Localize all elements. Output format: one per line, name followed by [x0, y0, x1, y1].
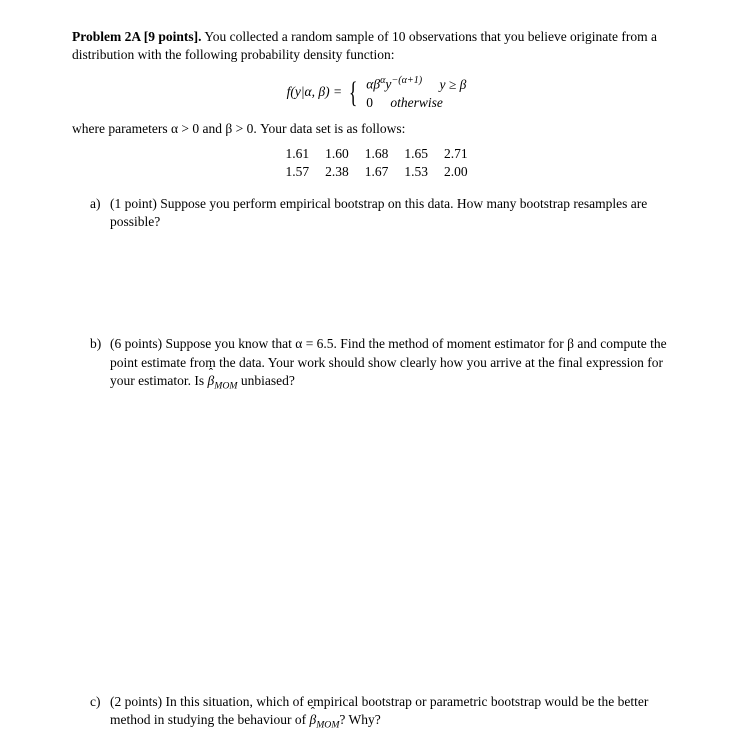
problem-title: Problem 2A [9 points].	[72, 29, 202, 44]
gap-after-a	[90, 243, 681, 335]
data-cell: 1.53	[396, 163, 436, 181]
pdf-definition: f(y|α, β) = { αβαy−(α+1) y ≥ β 0 otherwi…	[72, 74, 681, 112]
where-line: where parameters α > 0 and β > 0. Your d…	[72, 120, 681, 138]
part-c-text2: ? Why?	[339, 712, 380, 727]
brace-icon: {	[349, 78, 358, 108]
gap-after-b	[90, 405, 681, 693]
pdf-case-1: αβαy−(α+1) y ≥ β	[366, 74, 466, 94]
parts-list: a) (1 point) Suppose you perform empiric…	[90, 195, 681, 732]
part-c-points: (2 points)	[110, 694, 162, 709]
data-cell: 1.68	[357, 145, 397, 163]
part-b: b) (6 points) Suppose you know that α = …	[90, 335, 681, 392]
data-cell: 1.57	[277, 163, 317, 181]
beta-sub: MOM	[214, 381, 237, 392]
data-cell: 2.38	[317, 163, 357, 181]
part-b-text2: unbiased?	[237, 373, 294, 388]
data-table: 1.61 1.60 1.68 1.65 2.71 1.57 2.38 1.67 …	[72, 145, 681, 181]
data-cell: 1.67	[357, 163, 397, 181]
pdf-case2-cond: otherwise	[376, 95, 443, 110]
part-c: c) (2 points) In this situation, which o…	[90, 693, 681, 732]
pdf-case2-expr: 0	[366, 95, 373, 110]
part-c-body: (2 points) In this situation, which of e…	[110, 693, 681, 732]
pdf-case1-ab: αβ	[366, 77, 380, 92]
table-row: 1.57 2.38 1.67 1.53 2.00	[277, 163, 475, 181]
data-cell: 2.00	[436, 163, 476, 181]
data-cell: 1.61	[277, 145, 317, 163]
data-cell: 1.60	[317, 145, 357, 163]
part-a-label: a)	[90, 195, 110, 231]
part-b-body: (6 points) Suppose you know that α = 6.5…	[110, 335, 681, 392]
beta-hat-icon: β	[208, 372, 215, 390]
beta-sub: MOM	[316, 720, 339, 731]
pdf-cases: αβαy−(α+1) y ≥ β 0 otherwise	[366, 74, 466, 112]
part-a-text: Suppose you perform empirical bootstrap …	[110, 196, 647, 229]
part-a-points: (1 point)	[110, 196, 157, 211]
pdf-case-2: 0 otherwise	[366, 94, 466, 112]
part-c-label: c)	[90, 693, 110, 732]
pdf-case1-cond: y ≥ β	[426, 77, 467, 92]
part-a: a) (1 point) Suppose you perform empiric…	[90, 195, 681, 231]
table-row: 1.61 1.60 1.68 1.65 2.71	[277, 145, 475, 163]
problem-header: Problem 2A [9 points]. You collected a r…	[72, 28, 681, 64]
part-a-body: (1 point) Suppose you perform empirical …	[110, 195, 681, 231]
data-cell: 1.65	[396, 145, 436, 163]
data-cell: 2.71	[436, 145, 476, 163]
part-b-label: b)	[90, 335, 110, 392]
part-b-text1: Suppose you know that α = 6.5. Find the …	[110, 336, 667, 387]
part-b-points: (6 points)	[110, 336, 162, 351]
pdf-case1-sup-y: −(α+1)	[391, 75, 422, 86]
beta-hat-icon: β	[309, 711, 316, 729]
pdf-lhs: f(y|α, β) =	[287, 85, 343, 100]
